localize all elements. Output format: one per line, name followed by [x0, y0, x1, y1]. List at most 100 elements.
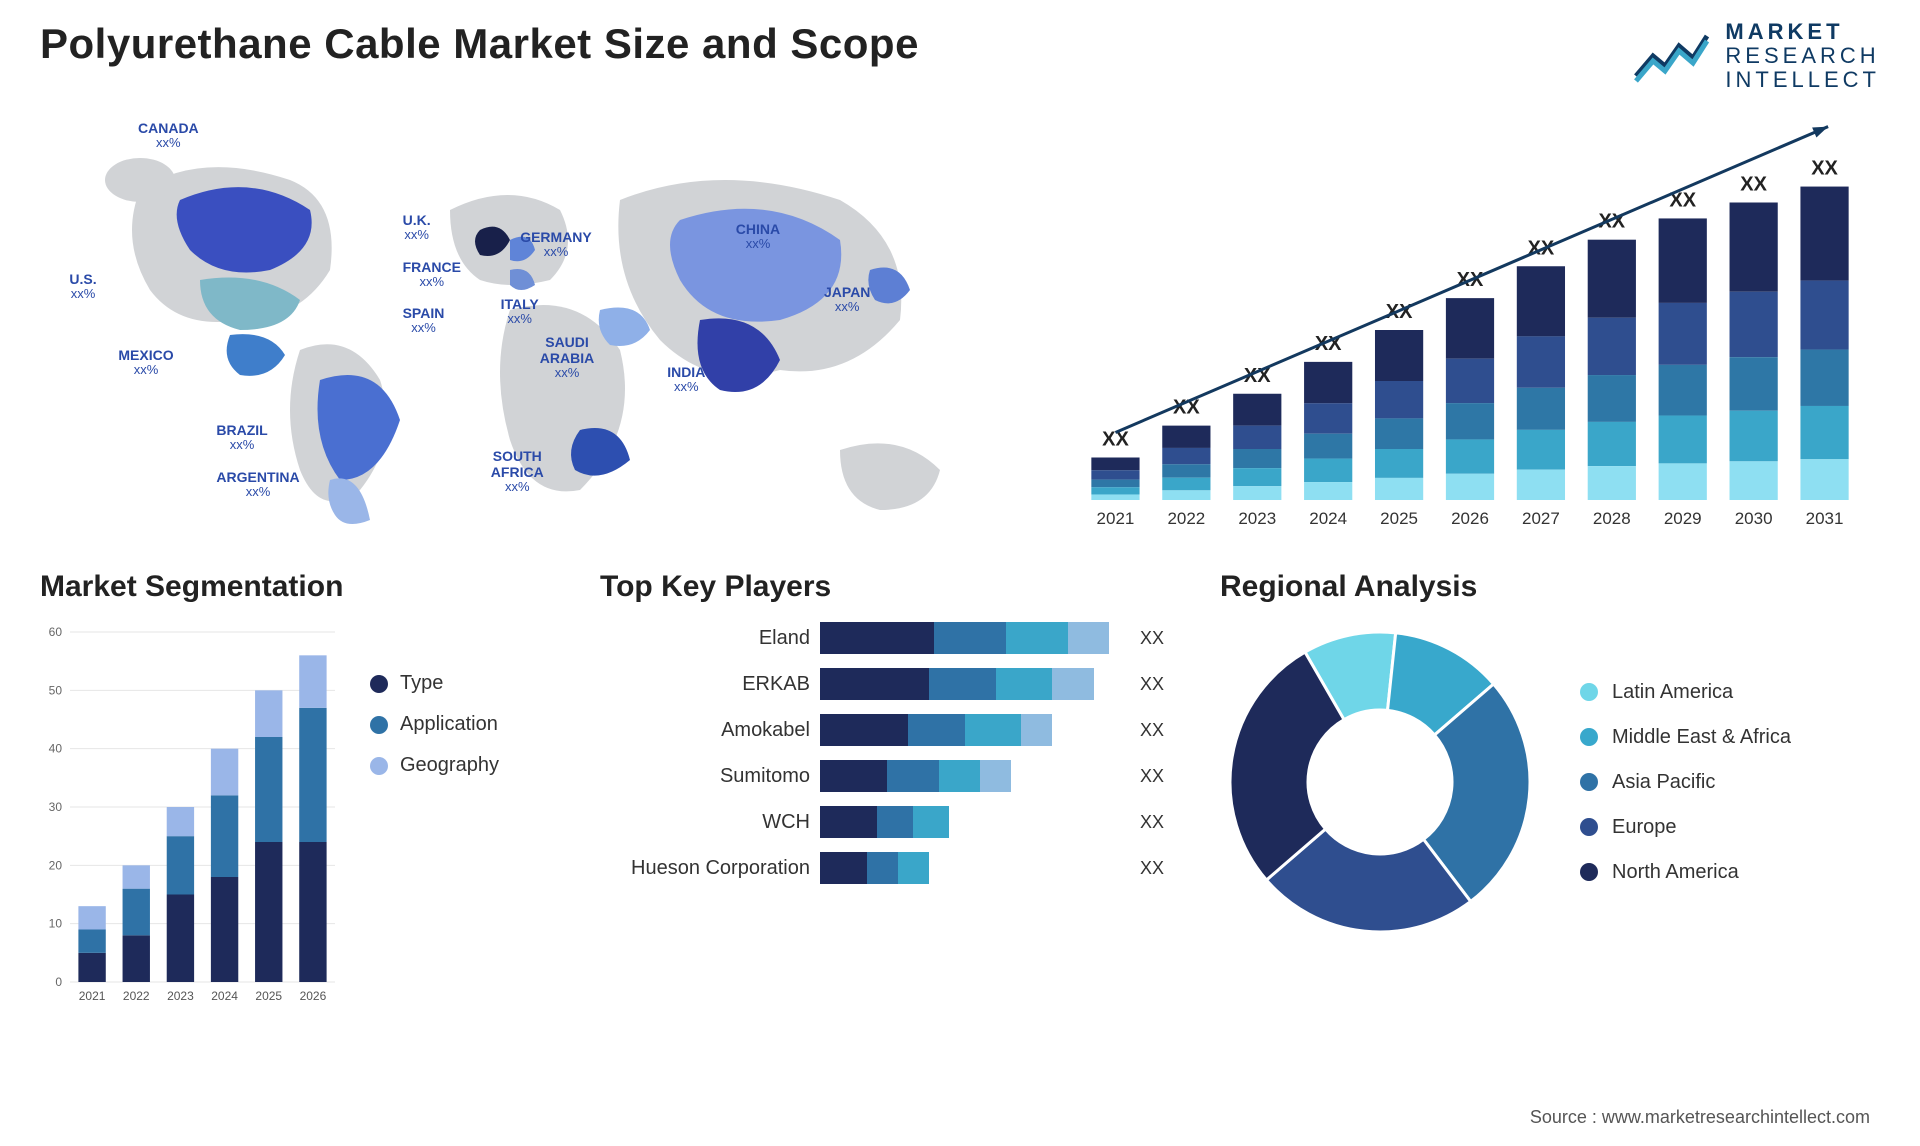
- legend-label: Middle East & Africa: [1612, 726, 1791, 749]
- player-value: XX: [1140, 766, 1180, 787]
- player-bar-segment: [1068, 622, 1109, 654]
- svg-text:2022: 2022: [1167, 509, 1205, 528]
- svg-text:50: 50: [49, 683, 63, 697]
- player-bar-segment: [877, 806, 913, 838]
- regional-donut-chart: [1220, 622, 1540, 942]
- player-name: Hueson Corporation: [600, 857, 810, 880]
- legend-label: Asia Pacific: [1612, 771, 1715, 794]
- map-label: CANADAxx%: [138, 120, 199, 151]
- map-label: ITALYxx%: [501, 296, 539, 327]
- svg-text:2029: 2029: [1664, 509, 1702, 528]
- segmentation-title: Market Segmentation: [40, 570, 560, 604]
- player-value: XX: [1140, 858, 1180, 879]
- regional-title: Regional Analysis: [1220, 570, 1880, 604]
- svg-text:2026: 2026: [1451, 509, 1489, 528]
- player-bar-segment: [820, 714, 908, 746]
- header: Polyurethane Cable Market Size and Scope…: [40, 20, 1880, 110]
- legend-label: Type: [400, 672, 443, 695]
- player-bar: [820, 668, 1130, 700]
- legend-label: Latin America: [1612, 681, 1733, 704]
- player-bar: [820, 714, 1130, 746]
- player-bar-segment: [1006, 622, 1068, 654]
- legend-item: Middle East & Africa: [1580, 726, 1791, 749]
- player-row: Amokabel XX: [600, 714, 1180, 746]
- map-label: SAUDIARABIAxx%: [540, 334, 594, 381]
- players-chart: ElandXXERKABXXAmokabelXXSumitomoXXWCHXXH…: [600, 622, 1180, 884]
- player-bar: [820, 622, 1130, 654]
- legend-item: Europe: [1580, 816, 1791, 839]
- player-bar-segment: [820, 622, 934, 654]
- svg-text:2022: 2022: [123, 989, 150, 1003]
- player-bar: [820, 760, 1130, 792]
- svg-text:2021: 2021: [1097, 509, 1135, 528]
- player-row: SumitomoXX: [600, 760, 1180, 792]
- player-bar-segment: [1052, 668, 1093, 700]
- svg-text:2024: 2024: [211, 989, 238, 1003]
- legend-item: Geography: [370, 754, 499, 777]
- svg-text:40: 40: [49, 742, 63, 756]
- player-row: Hueson Corporation XX: [600, 852, 1180, 884]
- player-bar: [820, 806, 1130, 838]
- map-label: BRAZILxx%: [216, 422, 267, 453]
- regional-panel: Regional Analysis Latin America Middle Ea…: [1220, 570, 1880, 1050]
- player-row: ERKABXX: [600, 668, 1180, 700]
- world-map-panel: CANADAxx%U.S.xx%MEXICOxx%BRAZILxx%ARGENT…: [40, 120, 1020, 540]
- legend-label: Application: [400, 713, 498, 736]
- svg-text:60: 60: [49, 625, 63, 639]
- map-label: MEXICOxx%: [118, 347, 173, 378]
- player-name: Amokabel: [600, 719, 810, 742]
- legend-swatch-icon: [1580, 863, 1598, 881]
- player-value: XX: [1140, 720, 1180, 741]
- legend-item: Asia Pacific: [1580, 771, 1791, 794]
- legend-swatch-icon: [1580, 818, 1598, 836]
- map-label: FRANCExx%: [403, 259, 461, 290]
- svg-text:2027: 2027: [1522, 509, 1560, 528]
- player-value: XX: [1140, 812, 1180, 833]
- player-bar-segment: [820, 760, 887, 792]
- segmentation-panel: Market Segmentation 01020304050602021202…: [40, 570, 560, 1050]
- player-bar-segment: [913, 806, 949, 838]
- svg-text:2024: 2024: [1309, 509, 1347, 528]
- map-label: CHINAxx%: [736, 221, 780, 252]
- player-bar-segment: [934, 622, 1006, 654]
- player-bar-segment: [908, 714, 965, 746]
- brand-logo: MARKET RESEARCH INTELLECT: [1631, 20, 1880, 93]
- player-bar: [820, 852, 1130, 884]
- player-value: XX: [1140, 674, 1180, 695]
- players-title: Top Key Players: [600, 570, 1180, 604]
- svg-text:2025: 2025: [1380, 509, 1418, 528]
- svg-text:2026: 2026: [300, 989, 327, 1003]
- player-name: WCH: [600, 811, 810, 834]
- legend-label: North America: [1612, 861, 1739, 884]
- segmentation-legend: Type Application Geography: [370, 622, 499, 1012]
- player-bar-segment: [820, 806, 877, 838]
- player-bar-segment: [867, 852, 898, 884]
- player-bar-segment: [1021, 714, 1052, 746]
- page-title: Polyurethane Cable Market Size and Scope: [40, 20, 919, 68]
- growth-chart: XX2021XX2022XX2023XX2024XX2025XX2026XX20…: [1060, 120, 1880, 540]
- player-row: ElandXX: [600, 622, 1180, 654]
- map-label: INDIAxx%: [667, 364, 705, 395]
- svg-text:2023: 2023: [1238, 509, 1276, 528]
- player-name: Eland: [600, 627, 810, 650]
- svg-text:30: 30: [49, 800, 63, 814]
- logo-line1: MARKET: [1725, 20, 1880, 44]
- svg-text:2028: 2028: [1593, 509, 1631, 528]
- svg-text:20: 20: [49, 858, 63, 872]
- player-bar-segment: [820, 668, 929, 700]
- players-panel: Top Key Players ElandXXERKABXXAmokabelXX…: [600, 570, 1180, 1050]
- player-bar-segment: [929, 668, 996, 700]
- svg-text:2031: 2031: [1806, 509, 1844, 528]
- svg-text:2030: 2030: [1735, 509, 1773, 528]
- legend-label: Europe: [1612, 816, 1677, 839]
- legend-swatch-icon: [370, 716, 388, 734]
- source-text: Source : www.marketresearchintellect.com: [1530, 1107, 1870, 1128]
- map-label: SPAINxx%: [403, 305, 445, 336]
- legend-swatch-icon: [1580, 728, 1598, 746]
- legend-item: Type: [370, 672, 499, 695]
- svg-text:2021: 2021: [79, 989, 106, 1003]
- logo-mark-icon: [1631, 26, 1711, 86]
- legend-item: Latin America: [1580, 681, 1791, 704]
- legend-swatch-icon: [1580, 773, 1598, 791]
- map-label: GERMANYxx%: [520, 229, 592, 260]
